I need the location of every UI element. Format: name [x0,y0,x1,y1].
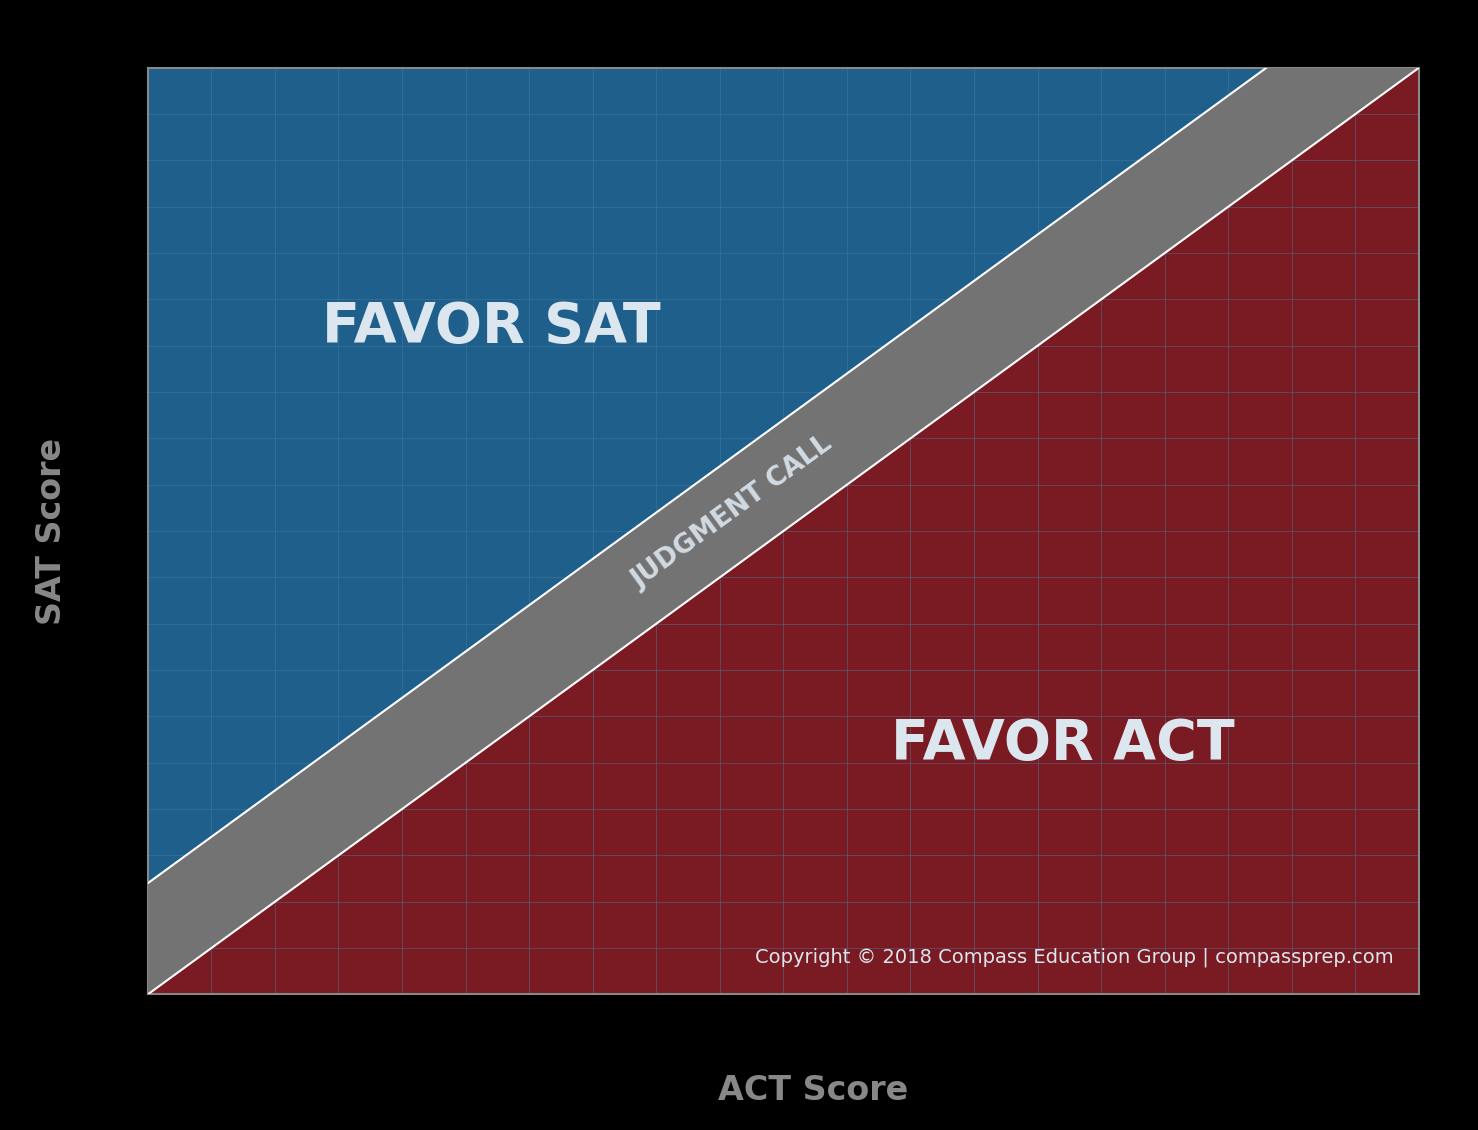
Text: Copyright © 2018 Compass Education Group | compassprep.com: Copyright © 2018 Compass Education Group… [755,947,1394,966]
Polygon shape [148,0,1419,994]
Text: SAT Score: SAT Score [35,437,68,625]
Text: FAVOR SAT: FAVOR SAT [322,301,661,354]
Text: JUDGMENT CALL: JUDGMENT CALL [627,431,838,594]
Polygon shape [148,0,1419,994]
Text: ACT Score: ACT Score [718,1074,907,1107]
Text: FAVOR ACT: FAVOR ACT [891,718,1234,771]
